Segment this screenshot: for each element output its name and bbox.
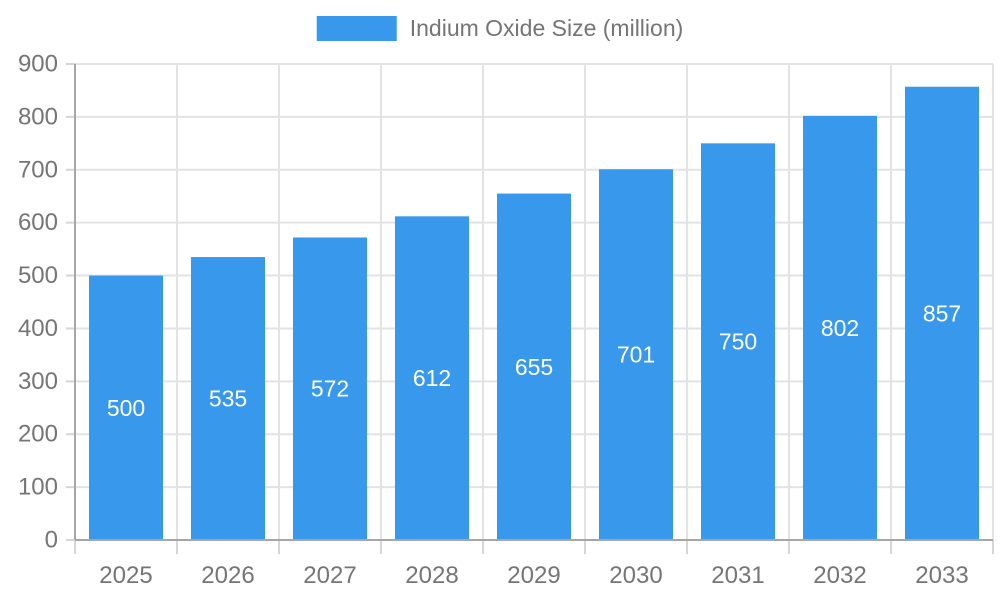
y-axis-label: 800 <box>18 103 58 130</box>
x-axis-label: 2032 <box>813 562 866 589</box>
x-axis-label: 2033 <box>915 562 968 589</box>
bar[interactable] <box>497 193 571 541</box>
bar-value-label: 802 <box>821 315 859 341</box>
bar-value-label: 750 <box>719 329 757 355</box>
bar[interactable] <box>803 115 877 540</box>
y-axis-label: 500 <box>18 262 58 289</box>
bar-value-label: 857 <box>923 300 961 326</box>
y-axis-label: 100 <box>18 474 58 501</box>
bar-value-label: 500 <box>107 395 145 421</box>
y-axis-label: 0 <box>45 527 58 554</box>
bar-layer <box>89 86 979 541</box>
bar-value-label: 572 <box>311 376 349 402</box>
bar-value-label: 612 <box>413 365 451 391</box>
x-axis-label: 2030 <box>609 562 662 589</box>
bar[interactable] <box>395 216 469 540</box>
y-axis-label: 200 <box>18 421 58 448</box>
x-axis-label: 2027 <box>303 562 356 589</box>
bar-value-label: 535 <box>209 386 247 412</box>
x-axis-label: 2031 <box>711 562 764 589</box>
y-axis-label: 700 <box>18 156 58 183</box>
bar[interactable] <box>599 169 673 540</box>
bar[interactable] <box>905 86 979 541</box>
y-axis-label: 400 <box>18 315 58 342</box>
legend[interactable]: Indium Oxide Size (million) <box>316 15 684 41</box>
label-layer: 0 100 200 300 400 500 600 700 800 900 500 2025 535 20… <box>18 51 969 590</box>
bar[interactable] <box>191 257 265 540</box>
x-axis-label: 2026 <box>201 562 254 589</box>
bar-value-label: 701 <box>617 342 655 368</box>
y-axis-label: 300 <box>18 368 58 395</box>
bar[interactable] <box>701 143 775 541</box>
y-axis-label: 900 <box>18 51 58 78</box>
bar-value-label: 655 <box>515 354 553 380</box>
legend-label: Indium Oxide Size (million) <box>409 15 684 41</box>
bar[interactable] <box>293 237 367 540</box>
bar[interactable] <box>89 275 163 540</box>
x-axis-label: 2025 <box>99 562 152 589</box>
x-axis-label: 2029 <box>507 562 560 589</box>
y-axis-label: 600 <box>18 209 58 236</box>
axis-layer <box>66 63 994 554</box>
x-axis-label: 2028 <box>405 562 458 589</box>
legend-swatch <box>316 16 397 41</box>
